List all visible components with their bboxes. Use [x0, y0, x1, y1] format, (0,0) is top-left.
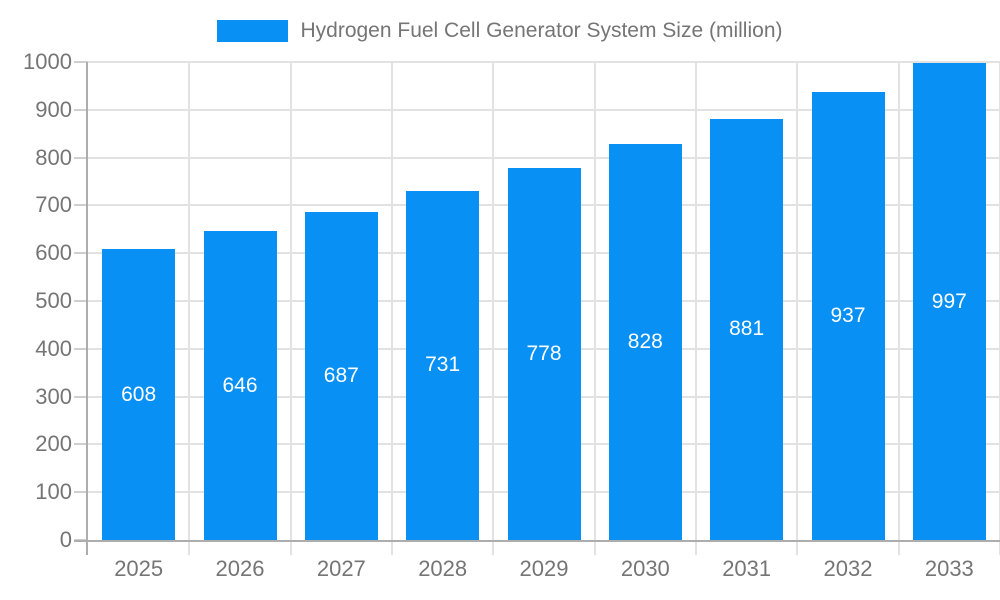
- x-axis-label: 2029: [519, 556, 569, 581]
- bar-2030[interactable]: 828: [608, 144, 682, 540]
- v-grid-line: [391, 62, 393, 555]
- v-grid-line: [796, 62, 799, 555]
- bar-2025[interactable]: 608: [102, 249, 176, 540]
- bar-value-label: 828: [627, 330, 663, 354]
- legend[interactable]: Hydrogen Fuel Cell Generator System Size…: [0, 19, 1000, 43]
- v-grid-line: [897, 62, 900, 555]
- v-grid-line: [695, 62, 697, 555]
- y-tick: [74, 108, 88, 111]
- y-grid-line: [88, 156, 1000, 159]
- x-axis-label: 2030: [620, 556, 670, 581]
- bar-value-label: 646: [222, 373, 258, 397]
- bar-2033[interactable]: 997: [912, 63, 986, 540]
- bar-value-label: 997: [931, 289, 967, 313]
- y-axis-label: 800: [35, 144, 72, 170]
- v-grid-line: [593, 62, 596, 555]
- y-tick: [74, 395, 88, 398]
- bar-value-label: 881: [729, 317, 765, 341]
- bar-2027[interactable]: 687: [304, 211, 378, 540]
- y-tick: [74, 61, 88, 63]
- y-tick: [74, 300, 88, 302]
- legend-label: Hydrogen Fuel Cell Generator System Size…: [300, 19, 783, 42]
- y-tick: [74, 252, 88, 255]
- y-axis-label: 1000: [23, 49, 72, 74]
- v-grid-line: [289, 62, 292, 555]
- x-axis-label: 2026: [215, 556, 265, 581]
- y-tick: [74, 156, 88, 159]
- y-axis-label: 900: [35, 96, 72, 122]
- bar-2029[interactable]: 778: [507, 168, 581, 540]
- y-axis-label: 300: [35, 383, 72, 409]
- x-axis-label: 2025: [114, 556, 164, 581]
- y-axis-label: 400: [35, 335, 72, 361]
- x-axis-label: 2033: [924, 556, 974, 581]
- y-tick: [74, 491, 88, 494]
- bar-2026[interactable]: 646: [203, 231, 277, 540]
- x-axis-label: 2032: [823, 556, 873, 581]
- y-axis-line: [86, 62, 88, 555]
- legend-swatch[interactable]: [217, 20, 289, 42]
- y-tick: [74, 347, 88, 350]
- y-tick: [74, 204, 88, 207]
- y-axis-label: 700: [35, 192, 72, 218]
- bar-value-label: 937: [830, 304, 866, 328]
- y-tick: [74, 443, 88, 446]
- y-grid-line: [88, 61, 1000, 63]
- y-grid-line: [88, 108, 1000, 111]
- v-grid-line: [492, 62, 495, 555]
- bar-value-label: 608: [121, 382, 157, 406]
- y-axis-label: 0: [59, 527, 72, 552]
- bar-value-label: 778: [526, 342, 562, 366]
- x-axis-label: 2031: [722, 556, 772, 581]
- bar-2031[interactable]: 881: [710, 118, 784, 540]
- x-axis-label: 2028: [418, 556, 468, 581]
- y-axis-label: 600: [35, 240, 72, 266]
- bar-2028[interactable]: 731: [406, 190, 480, 540]
- y-axis-label: 100: [35, 479, 72, 505]
- y-axis-label: 500: [35, 288, 72, 313]
- bar-2032[interactable]: 937: [811, 92, 885, 540]
- bar-value-label: 687: [323, 363, 359, 387]
- bar-value-label: 731: [425, 353, 461, 377]
- x-axis-label: 2027: [316, 556, 366, 581]
- y-axis-label: 200: [35, 431, 72, 457]
- v-grid-line: [188, 62, 191, 555]
- x-axis-line: [74, 540, 1000, 542]
